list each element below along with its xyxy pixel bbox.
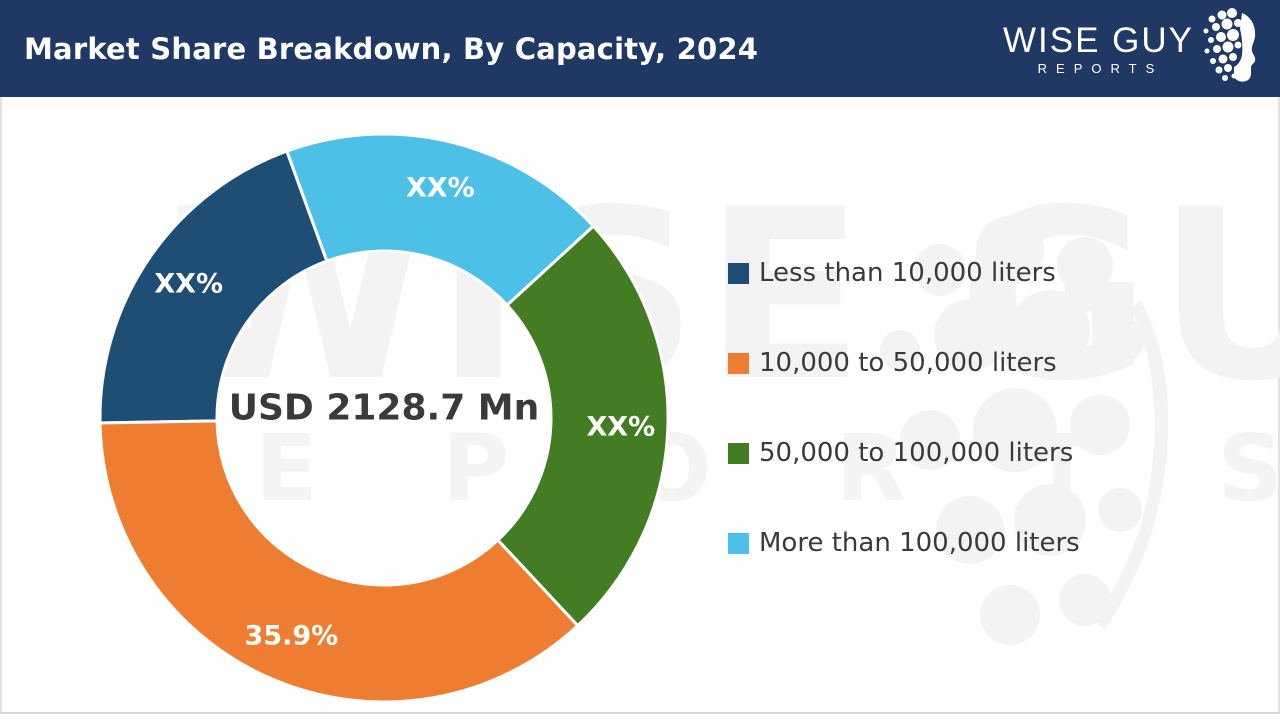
legend-swatch xyxy=(728,352,749,374)
legend-swatch xyxy=(728,532,749,554)
segment-value-label: XX% xyxy=(154,268,224,300)
donut-segment[interactable] xyxy=(285,132,595,307)
legend-label: More than 100,000 liters xyxy=(759,528,1080,558)
legend-item[interactable]: 50,000 to 100,000 liters xyxy=(728,438,1073,468)
legend-item[interactable]: Less than 10,000 liters xyxy=(728,258,1056,288)
donut-segment[interactable] xyxy=(98,149,329,425)
legend-item[interactable]: More than 100,000 liters xyxy=(728,528,1080,558)
donut-segment[interactable] xyxy=(496,224,670,628)
donut-center-value: USD 2128.7 Mn xyxy=(228,387,540,429)
donut-segment[interactable] xyxy=(98,419,580,704)
logo-subtitle: REPORTS xyxy=(1037,60,1164,76)
wise-guy-logo: WISE GUY REPORTS xyxy=(1003,7,1260,91)
page-title: Market Share Breakdown, By Capacity, 202… xyxy=(24,31,759,66)
legend-label: 10,000 to 50,000 liters xyxy=(759,348,1057,378)
watermark-face-dots xyxy=(850,210,1180,694)
legend-swatch xyxy=(728,442,749,464)
header-bar: Market Share Breakdown, By Capacity, 202… xyxy=(0,0,1280,97)
segment-value-label: 35.9% xyxy=(244,620,339,652)
logo-face-icon xyxy=(1198,7,1260,91)
segment-value-label: XX% xyxy=(405,172,475,204)
legend-label: Less than 10,000 liters xyxy=(759,258,1056,288)
legend-item[interactable]: 10,000 to 50,000 liters xyxy=(728,348,1057,378)
legend-label: 50,000 to 100,000 liters xyxy=(759,438,1074,468)
legend-swatch xyxy=(728,262,749,284)
logo-wordmark: WISE GUY xyxy=(1002,20,1194,60)
segment-value-label: XX% xyxy=(586,411,656,443)
